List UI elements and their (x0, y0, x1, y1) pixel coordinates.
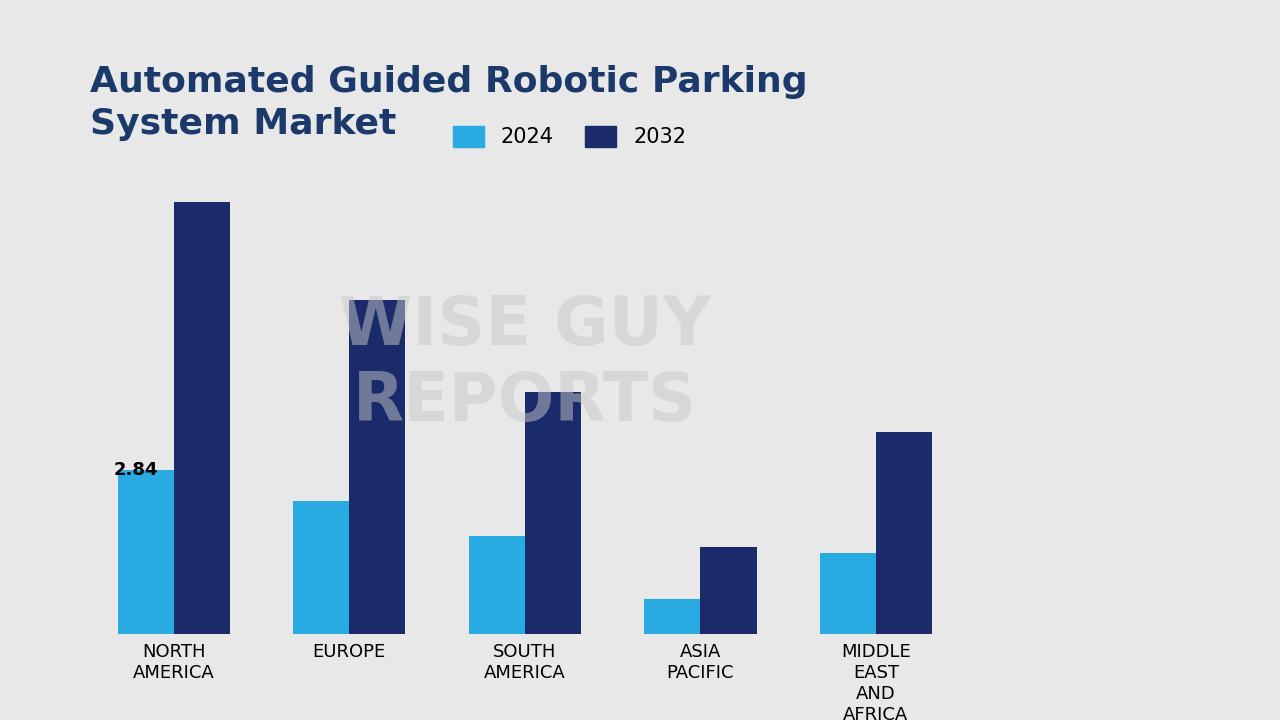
Legend: 2024, 2032: 2024, 2032 (443, 115, 696, 158)
Text: Automated Guided Robotic Parking
System Market: Automated Guided Robotic Parking System … (90, 65, 808, 141)
Bar (293, 501, 349, 634)
Bar (644, 599, 700, 634)
Bar (468, 536, 525, 634)
Text: WISE GUY
REPORTS: WISE GUY REPORTS (339, 293, 710, 435)
Bar (525, 392, 581, 634)
Bar (700, 547, 756, 634)
Bar (876, 432, 932, 634)
Bar (174, 202, 230, 634)
Bar (819, 553, 876, 634)
Text: 2.84: 2.84 (114, 461, 159, 479)
Bar (349, 300, 406, 634)
Bar (118, 470, 174, 634)
